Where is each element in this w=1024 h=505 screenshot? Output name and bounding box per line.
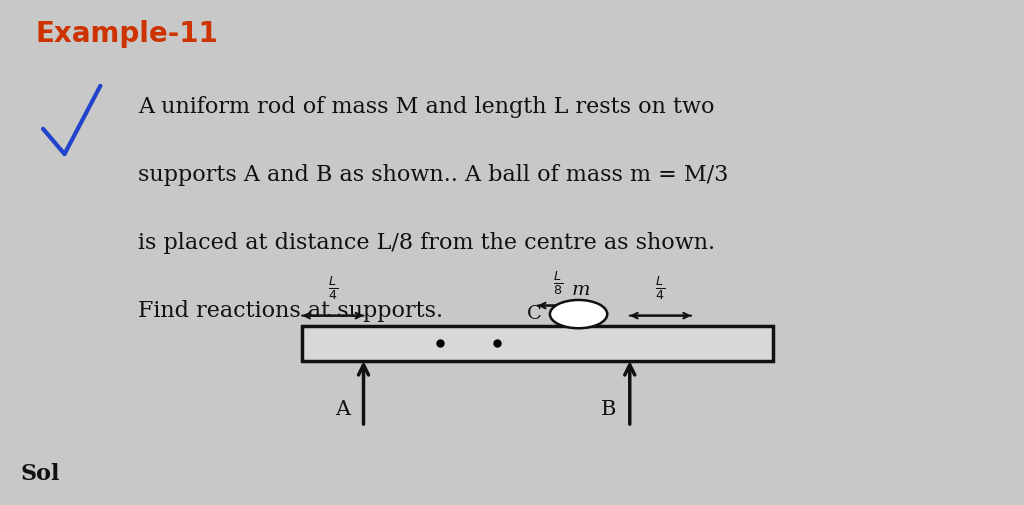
Circle shape	[550, 300, 607, 328]
Text: C: C	[526, 305, 542, 323]
Text: A: A	[335, 400, 350, 419]
Text: $\frac{L}{8}$: $\frac{L}{8}$	[553, 269, 563, 297]
Text: B: B	[601, 400, 616, 419]
Bar	[302, 326, 773, 361]
Text: Example-11: Example-11	[36, 20, 218, 48]
Text: Sol: Sol	[20, 463, 59, 485]
Text: supports A and B as shown.. A ball of mass m = M/3: supports A and B as shown.. A ball of ma…	[138, 164, 729, 186]
Text: m: m	[571, 281, 590, 299]
Text: $\frac{L}{4}$: $\frac{L}{4}$	[328, 274, 338, 302]
Text: $\frac{L}{4}$: $\frac{L}{4}$	[655, 274, 666, 302]
Text: Find reactions at supports.: Find reactions at supports.	[138, 300, 443, 323]
Text: A uniform rod of mass M and length L rests on two: A uniform rod of mass M and length L res…	[138, 96, 715, 118]
Text: is placed at distance L/8 from the centre as shown.: is placed at distance L/8 from the centr…	[138, 232, 716, 255]
